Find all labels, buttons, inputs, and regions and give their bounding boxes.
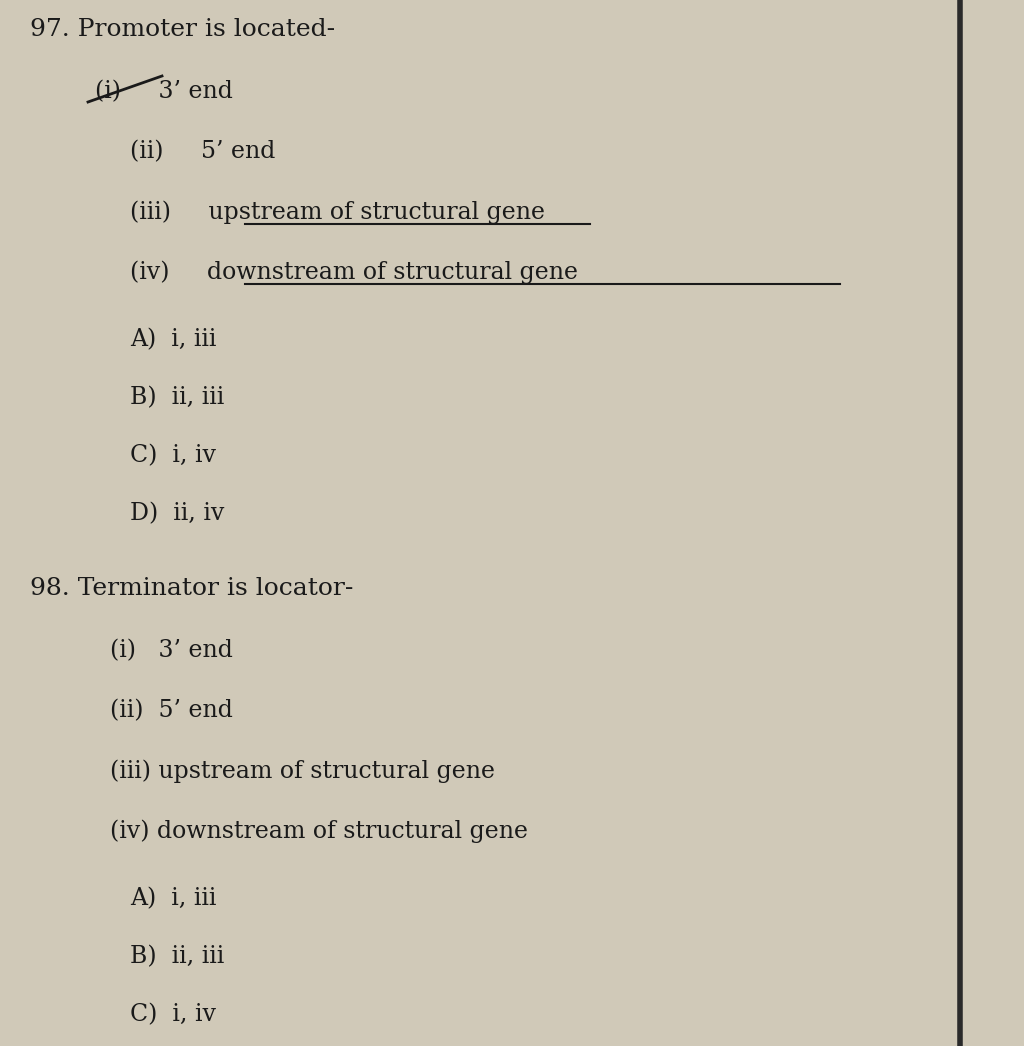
Text: (i)     3’ end: (i) 3’ end <box>95 79 232 103</box>
Text: (ii)  5’ end: (ii) 5’ end <box>110 699 232 722</box>
Text: B)  ii, iii: B) ii, iii <box>130 386 224 409</box>
Text: D)  ii, iv: D) ii, iv <box>130 502 224 525</box>
Text: A)  i, iii: A) i, iii <box>130 328 216 351</box>
Text: (iii)     upstream of structural gene: (iii) upstream of structural gene <box>130 200 545 224</box>
Text: (iii) upstream of structural gene: (iii) upstream of structural gene <box>110 759 495 782</box>
Text: (i)   3’ end: (i) 3’ end <box>110 639 232 662</box>
Text: B)  ii, iii: B) ii, iii <box>130 945 224 968</box>
Text: C)  i, iv: C) i, iv <box>130 1003 216 1026</box>
Text: (iv)     downstream of structural gene: (iv) downstream of structural gene <box>130 260 578 283</box>
Text: 98. Terminator is locator-: 98. Terminator is locator- <box>30 577 353 600</box>
Text: A)  i, iii: A) i, iii <box>130 887 216 910</box>
Text: C)  i, iv: C) i, iv <box>130 444 216 467</box>
Text: (iv) downstream of structural gene: (iv) downstream of structural gene <box>110 819 528 842</box>
Text: 97. Promoter is located-: 97. Promoter is located- <box>30 18 335 41</box>
Text: (ii)     5’ end: (ii) 5’ end <box>130 140 275 163</box>
